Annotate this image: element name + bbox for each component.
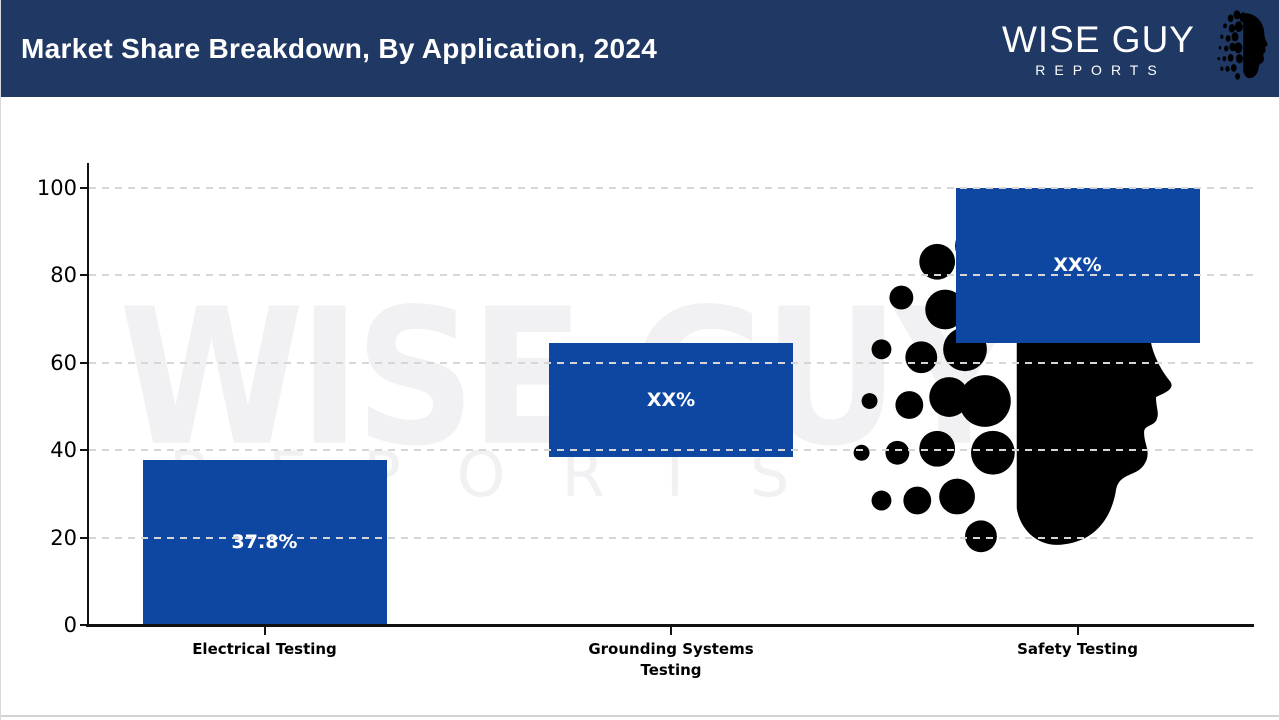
x-tick-label-grounding-systems-testing: Grounding Systems Testing (588, 640, 754, 679)
logo-wordmark: WISE GUY (1001, 19, 1195, 60)
bottom-border (1, 715, 1279, 717)
y-tick-mark-20 (80, 536, 88, 539)
bar-value-label-electrical-testing: 37.8% (231, 531, 298, 554)
bar-electrical-testing (142, 459, 387, 625)
gridline-60 (89, 361, 1254, 364)
x-tick-label-safety-testing: Safety Testing (1017, 640, 1138, 658)
x-tick-label-electrical-testing: Electrical Testing (192, 640, 337, 658)
x-tick-mark-grounding-systems-testing (670, 627, 672, 635)
y-tick-mark-100 (80, 186, 88, 189)
y-tick-label-100: 100 (36, 175, 77, 200)
logo-text: WISE GUY REPORTS (1001, 19, 1195, 79)
bar-value-label-grounding-systems-testing: XX% (646, 389, 696, 412)
bar-value-label-safety-testing: XX% (1053, 254, 1102, 277)
chart-title: Market Share Breakdown, By Application, … (21, 32, 658, 64)
y-axis-line (87, 163, 89, 627)
y-tick-mark-40 (80, 449, 88, 451)
y-tick-label-40: 40 (50, 438, 77, 462)
logo-subtext: REPORTS (1035, 62, 1166, 78)
header-bar: Market Share Breakdown, By Application, … (1, 0, 1279, 97)
y-tick-label-20: 20 (50, 525, 77, 550)
x-tick-mark-safety-testing (1076, 627, 1079, 635)
y-tick-label-80: 80 (50, 263, 77, 287)
x-tick-mark-electrical-testing (263, 627, 266, 635)
y-tick-mark-60 (80, 361, 88, 364)
wise-guy-logo-face-icon (1217, 10, 1268, 80)
gridline-40 (89, 449, 1254, 451)
y-tick-mark-80 (80, 274, 88, 276)
gridline-80 (89, 274, 1254, 276)
wise-guy-logo: WISE GUY REPORTS (1002, 6, 1269, 92)
gridline-100 (89, 186, 1254, 189)
gridline-20 (89, 536, 1254, 539)
x-axis-line (86, 624, 1254, 627)
y-tick-mark-0 (80, 624, 88, 626)
y-tick-label-60: 60 (50, 350, 77, 375)
y-tick-label-0: 0 (63, 613, 77, 637)
